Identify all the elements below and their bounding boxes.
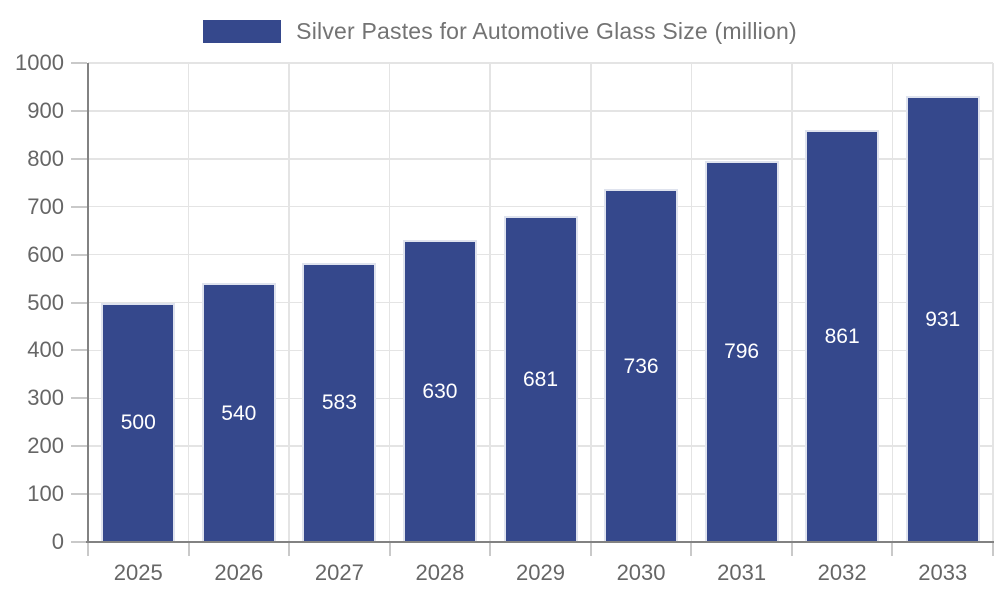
bar-2026: 540 [201, 283, 276, 542]
gridline-vertical [489, 63, 491, 542]
x-axis-tick [187, 542, 190, 556]
y-tick-label: 900 [27, 97, 64, 123]
y-axis-tick [71, 397, 87, 400]
x-axis-tick [87, 542, 89, 556]
chart-legend: Silver Pastes for Automotive Glass Size … [0, 18, 1000, 45]
gridline-vertical [690, 63, 693, 542]
x-axis-tick [690, 542, 693, 556]
y-tick-label: 800 [27, 145, 64, 171]
x-axis-tick [992, 542, 994, 556]
gridline-vertical [187, 63, 190, 542]
bar-2030: 736 [604, 189, 679, 542]
legend-label: Silver Pastes for Automotive Glass Size … [296, 18, 797, 44]
y-tick-label: 600 [27, 241, 64, 267]
x-axis-line [86, 541, 994, 543]
gridline-horizontal [88, 205, 993, 208]
x-tick-label: 2025 [113, 560, 163, 585]
y-tick-label: 100 [27, 481, 64, 507]
x-tick-label: 2031 [717, 560, 767, 585]
bar-value-label: 931 [925, 308, 961, 332]
x-tick-label: 2033 [918, 560, 968, 585]
gridline-horizontal [88, 110, 993, 112]
y-tick-label: 700 [27, 193, 64, 219]
bar-2028: 630 [402, 240, 477, 542]
y-axis-tick [71, 541, 87, 543]
y-axis-tick [71, 349, 87, 352]
y-tick-label: 0 [51, 529, 64, 554]
bar-2025: 500 [101, 302, 176, 542]
bar-value-label: 500 [120, 411, 156, 435]
x-tick-label: 2030 [616, 560, 666, 585]
bar-value-label: 540 [221, 401, 257, 425]
x-axis-tick [790, 542, 793, 556]
gridline-horizontal [88, 62, 993, 64]
x-axis-tick [589, 542, 592, 556]
bar-value-label: 736 [623, 354, 659, 378]
gridline-vertical [791, 63, 793, 542]
y-axis-line [87, 63, 89, 542]
bar-2031: 796 [704, 160, 779, 542]
y-tick-label: 300 [27, 385, 64, 411]
y-tick-label: 1000 [15, 50, 64, 75]
bar-2027: 583 [302, 262, 377, 542]
y-axis-tick [71, 157, 87, 160]
bar-2033: 931 [905, 96, 980, 542]
bar-2029: 681 [503, 215, 578, 542]
gridline-horizontal [88, 158, 993, 160]
bar-value-label: 630 [422, 380, 458, 404]
plot-area: 0 100 200 300 400 500 600 700 800 900 1000 500 2025 5… [15, 50, 994, 585]
y-axis-tick [71, 205, 87, 208]
legend-swatch [203, 20, 282, 43]
y-axis-tick [71, 301, 87, 304]
gridline-vertical [891, 63, 894, 542]
y-axis-tick [71, 253, 87, 256]
bar-value-label: 681 [522, 367, 559, 391]
gridline-vertical [388, 63, 391, 542]
x-axis-tick [489, 542, 492, 556]
y-tick-label: 500 [27, 289, 64, 315]
x-tick-label: 2032 [817, 560, 867, 585]
x-tick-label: 2029 [516, 560, 565, 585]
y-axis-tick [71, 493, 87, 496]
gridline-vertical [590, 63, 592, 542]
x-axis-tick [388, 542, 391, 556]
x-axis-tick [891, 542, 894, 556]
y-axis-tick [71, 109, 87, 112]
x-tick-label: 2028 [415, 560, 465, 585]
y-axis-tick [71, 62, 87, 64]
x-tick-label: 2026 [214, 560, 264, 585]
x-axis-tick [288, 542, 291, 556]
gridline-vertical [288, 63, 290, 542]
y-axis-tick [71, 445, 87, 448]
y-tick-label: 400 [27, 337, 64, 363]
x-tick-label: 2027 [314, 560, 364, 585]
gridline-vertical [992, 63, 994, 542]
bar-2032: 861 [805, 129, 880, 542]
y-tick-label: 200 [27, 433, 64, 459]
bar-value-label: 796 [724, 340, 760, 364]
bar-value-label: 583 [321, 391, 357, 415]
bar-value-label: 861 [824, 324, 860, 348]
